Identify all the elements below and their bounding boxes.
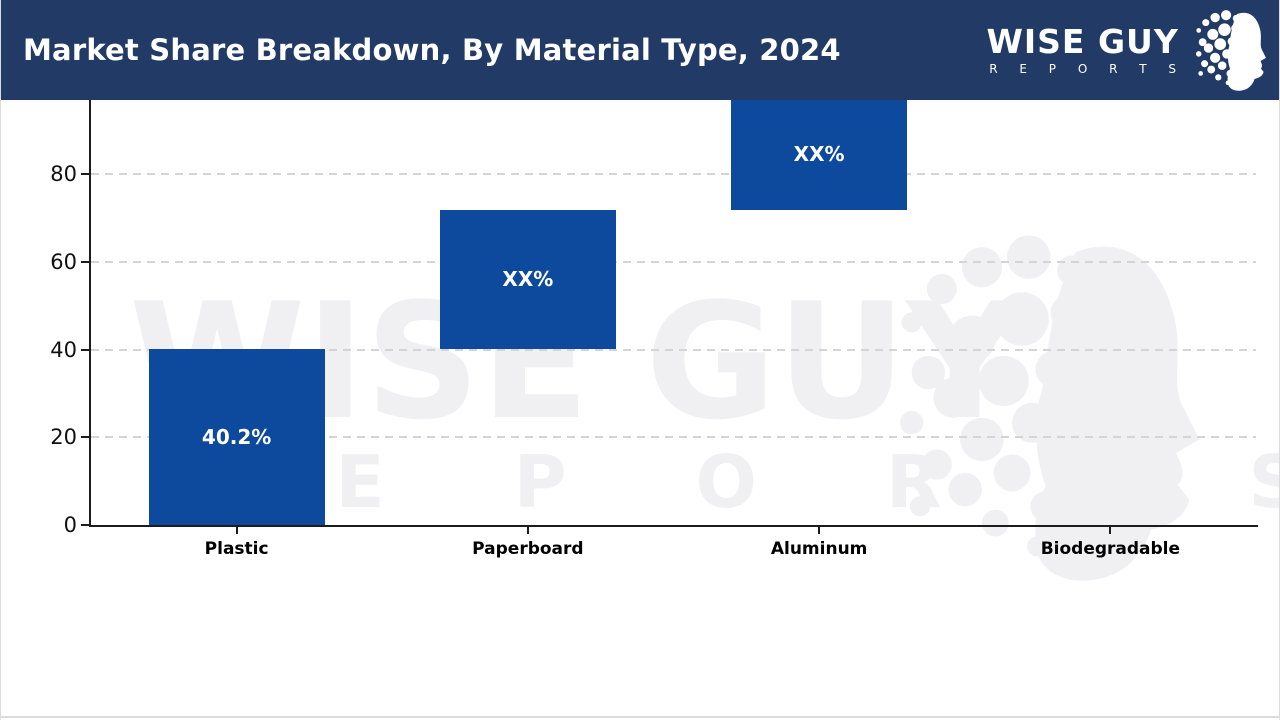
header-bar: Market Share Breakdown, By Material Type… [1,0,1279,100]
bar-value-label: 40.2% [201,424,272,449]
y-tick-20 [81,436,89,439]
y-tick-40 [81,348,89,351]
y-tick-label-0: 0 [63,513,77,537]
gridline-60 [91,260,1256,263]
bar-value-label: XX% [502,267,554,292]
plot-area: 02040608010040.2%PlasticXX%PaperboardXX%… [1,0,1279,620]
x-tick-3 [1109,527,1112,534]
y-tick-label-40: 40 [50,337,77,362]
logo-subtitle: R E P O R T S [989,62,1185,76]
category-label-paperboard: Paperboard [472,539,584,559]
logo-text: WISE GUY R E P O R T S [980,25,1185,75]
y-axis-line [89,68,91,527]
y-tick-label-80: 80 [50,162,77,187]
x-tick-2 [818,527,821,534]
bar-plastic: 40.2% [148,348,325,525]
logo-face-icon [1195,10,1266,91]
y-tick-80 [81,173,89,176]
gridline-80 [91,173,1256,176]
bar-aluminum: XX% [731,97,908,210]
y-tick-0 [81,524,89,526]
logo-wordmark: WISE GUY [986,22,1179,61]
page-title: Market Share Breakdown, By Material Type… [23,33,841,67]
x-axis-line [89,525,1258,527]
y-tick-60 [81,260,89,263]
gridline-40 [91,348,1256,351]
bottom-divider [1,716,1279,718]
y-tick-label-20: 20 [50,425,77,450]
watermark-face-icon [899,235,1200,581]
bar-value-label: XX% [793,141,845,166]
bar-paperboard: XX% [439,209,616,349]
category-label-plastic: Plastic [204,539,269,559]
x-tick-0 [235,527,238,534]
category-label-biodegradable: Biodegradable [1040,539,1181,559]
y-tick-label-60: 60 [50,249,77,274]
category-label-aluminum: Aluminum [770,539,868,559]
gridline-20 [91,436,1256,439]
wise-guy-logo: WISE GUY R E P O R T S [980,0,1273,100]
x-tick-1 [526,527,529,534]
